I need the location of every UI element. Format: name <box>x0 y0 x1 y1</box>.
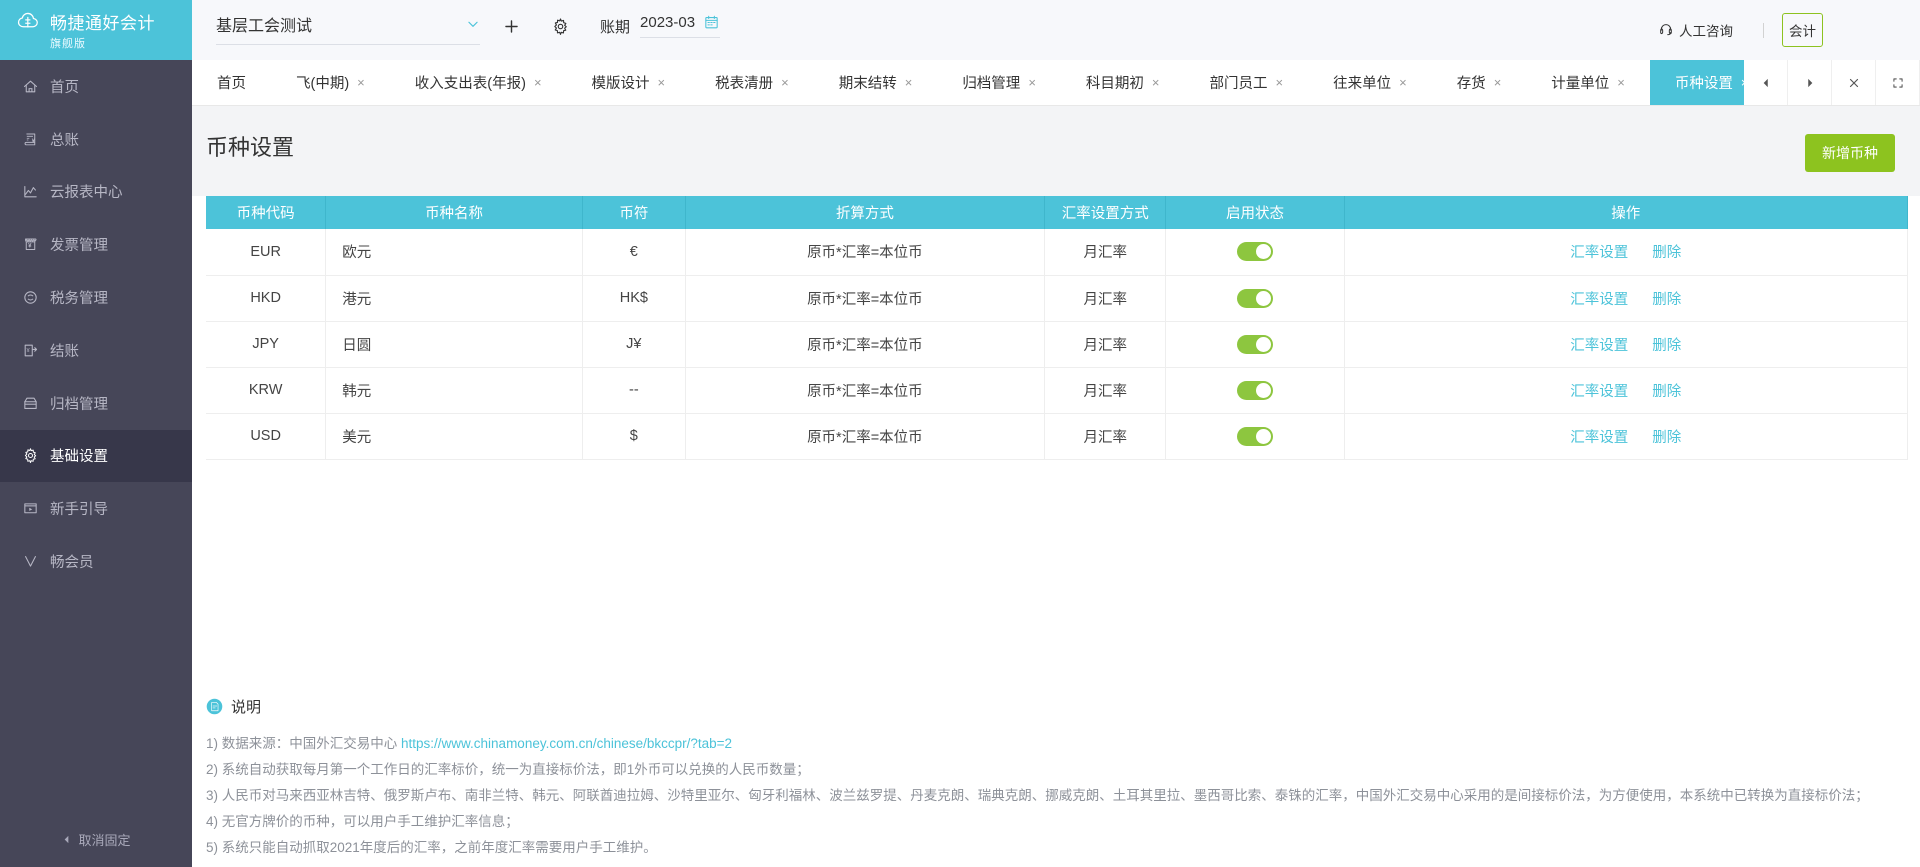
svg-text:¥: ¥ <box>26 348 30 354</box>
svg-text:¥: ¥ <box>28 244 32 250</box>
